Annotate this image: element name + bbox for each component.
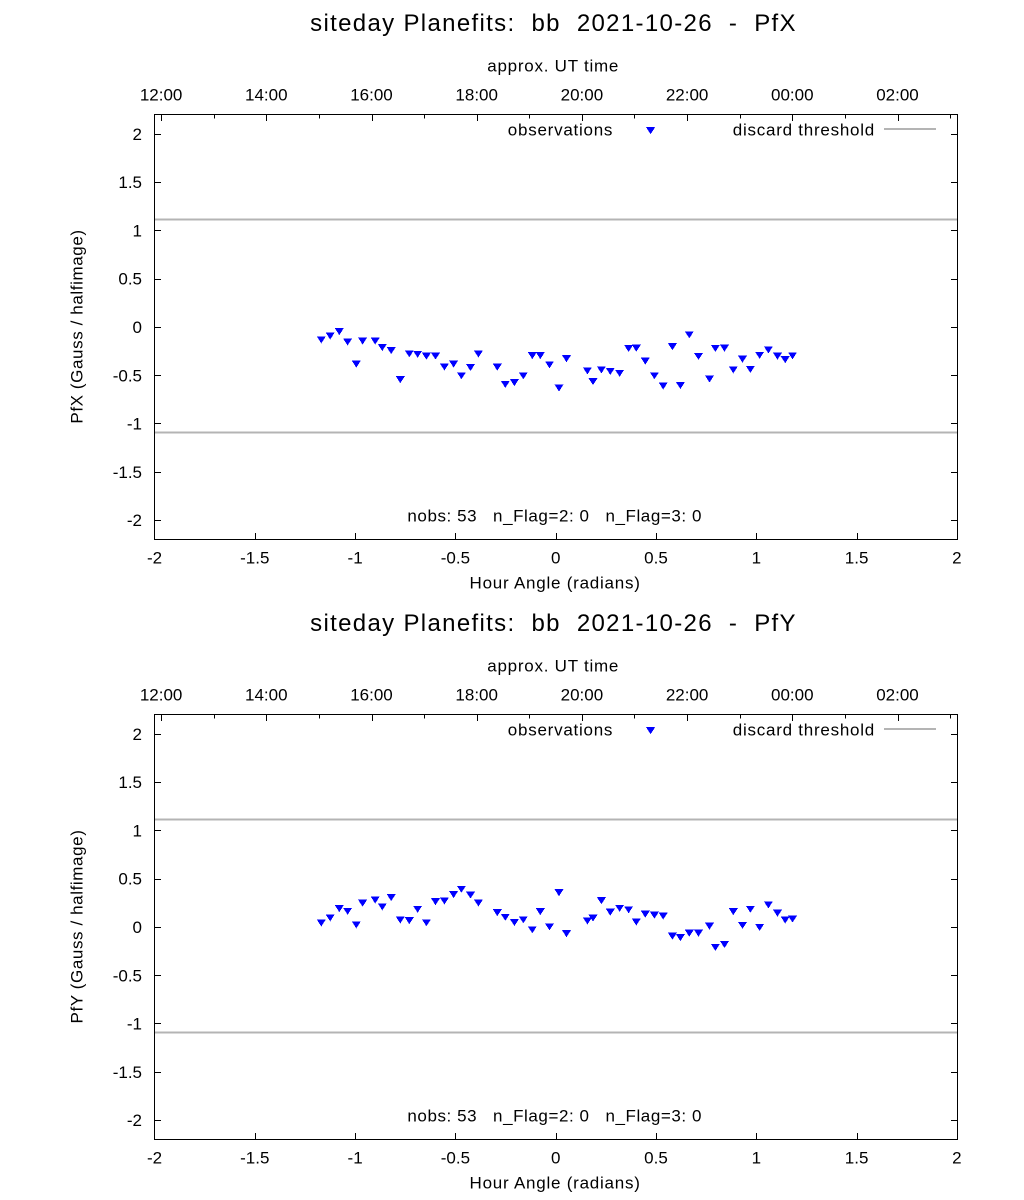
svg-text:-1: -1 bbox=[127, 1015, 142, 1034]
svg-text:0.5: 0.5 bbox=[118, 870, 142, 889]
svg-text:-1.5: -1.5 bbox=[240, 1149, 269, 1168]
svg-text:siteday Planefits: bb 2021-1: siteday Planefits: bb 2021-10-26 - PfY bbox=[310, 610, 797, 637]
svg-text:18:00: 18:00 bbox=[455, 686, 498, 705]
svg-text:-2: -2 bbox=[147, 549, 162, 568]
svg-text:0: 0 bbox=[551, 1149, 560, 1168]
svg-text:00:00: 00:00 bbox=[771, 86, 814, 105]
svg-text:02:00: 02:00 bbox=[876, 686, 919, 705]
svg-text:22:00: 22:00 bbox=[666, 686, 709, 705]
svg-text:-1: -1 bbox=[348, 1149, 363, 1168]
svg-text:0.5: 0.5 bbox=[644, 549, 668, 568]
svg-text:0.5: 0.5 bbox=[644, 1149, 668, 1168]
svg-text:22:00: 22:00 bbox=[666, 86, 709, 105]
svg-text:-2: -2 bbox=[127, 1111, 142, 1130]
svg-text:-1.5: -1.5 bbox=[240, 549, 269, 568]
svg-text:16:00: 16:00 bbox=[350, 86, 393, 105]
svg-text:-1.5: -1.5 bbox=[113, 463, 142, 482]
svg-text:-0.5: -0.5 bbox=[441, 549, 470, 568]
svg-text:Hour Angle (radians): Hour Angle (radians) bbox=[470, 574, 641, 593]
svg-text:00:00: 00:00 bbox=[771, 686, 814, 705]
svg-text:observations: observations bbox=[508, 720, 613, 739]
svg-text:2: 2 bbox=[133, 725, 142, 744]
svg-text:1: 1 bbox=[752, 549, 761, 568]
svg-text:-2: -2 bbox=[147, 1149, 162, 1168]
svg-text:1.5: 1.5 bbox=[845, 1149, 869, 1168]
svg-text:1.5: 1.5 bbox=[118, 773, 142, 792]
svg-text:PfX (Gauss / halfimage): PfX (Gauss / halfimage) bbox=[68, 229, 87, 423]
svg-text:02:00: 02:00 bbox=[876, 86, 919, 105]
svg-text:2: 2 bbox=[952, 1149, 961, 1168]
svg-text:20:00: 20:00 bbox=[561, 86, 604, 105]
svg-text:14:00: 14:00 bbox=[245, 86, 288, 105]
svg-text:-0.5: -0.5 bbox=[441, 1149, 470, 1168]
svg-text:1.5: 1.5 bbox=[845, 549, 869, 568]
svg-text:0: 0 bbox=[133, 918, 142, 937]
svg-text:approx. UT time: approx. UT time bbox=[487, 57, 619, 76]
svg-text:nobs: 53 n_Flag=2: 0 n_Fla: nobs: 53 n_Flag=2: 0 n_Flag=3: 0 bbox=[407, 507, 702, 526]
svg-text:1.5: 1.5 bbox=[118, 173, 142, 192]
svg-text:2: 2 bbox=[952, 549, 961, 568]
svg-text:discard threshold: discard threshold bbox=[733, 720, 875, 739]
svg-text:observations: observations bbox=[508, 120, 613, 139]
svg-text:discard threshold: discard threshold bbox=[733, 120, 875, 139]
svg-text:-1: -1 bbox=[348, 549, 363, 568]
svg-text:16:00: 16:00 bbox=[350, 686, 393, 705]
svg-text:0.5: 0.5 bbox=[118, 270, 142, 289]
svg-text:-1: -1 bbox=[127, 415, 142, 434]
svg-text:1: 1 bbox=[133, 822, 142, 841]
svg-text:12:00: 12:00 bbox=[140, 686, 183, 705]
svg-text:12:00: 12:00 bbox=[140, 86, 183, 105]
svg-text:-2: -2 bbox=[127, 511, 142, 530]
svg-text:2: 2 bbox=[133, 125, 142, 144]
svg-text:20:00: 20:00 bbox=[561, 686, 604, 705]
svg-text:14:00: 14:00 bbox=[245, 686, 288, 705]
svg-text:1: 1 bbox=[752, 1149, 761, 1168]
svg-text:PfY (Gauss / halfimage): PfY (Gauss / halfimage) bbox=[68, 830, 87, 1024]
svg-text:nobs: 53 n_Flag=2: 0 n_Fla: nobs: 53 n_Flag=2: 0 n_Flag=3: 0 bbox=[407, 1107, 702, 1126]
svg-text:Hour Angle (radians): Hour Angle (radians) bbox=[470, 1174, 641, 1193]
svg-text:1: 1 bbox=[133, 222, 142, 241]
svg-text:-1.5: -1.5 bbox=[113, 1063, 142, 1082]
svg-text:18:00: 18:00 bbox=[455, 86, 498, 105]
svg-text:approx. UT time: approx. UT time bbox=[487, 657, 619, 676]
svg-text:-0.5: -0.5 bbox=[113, 366, 142, 385]
svg-text:0: 0 bbox=[551, 549, 560, 568]
svg-text:siteday Planefits: bb 2021-1: siteday Planefits: bb 2021-10-26 - PfX bbox=[310, 10, 797, 37]
svg-text:-0.5: -0.5 bbox=[113, 966, 142, 985]
svg-text:0: 0 bbox=[133, 318, 142, 337]
